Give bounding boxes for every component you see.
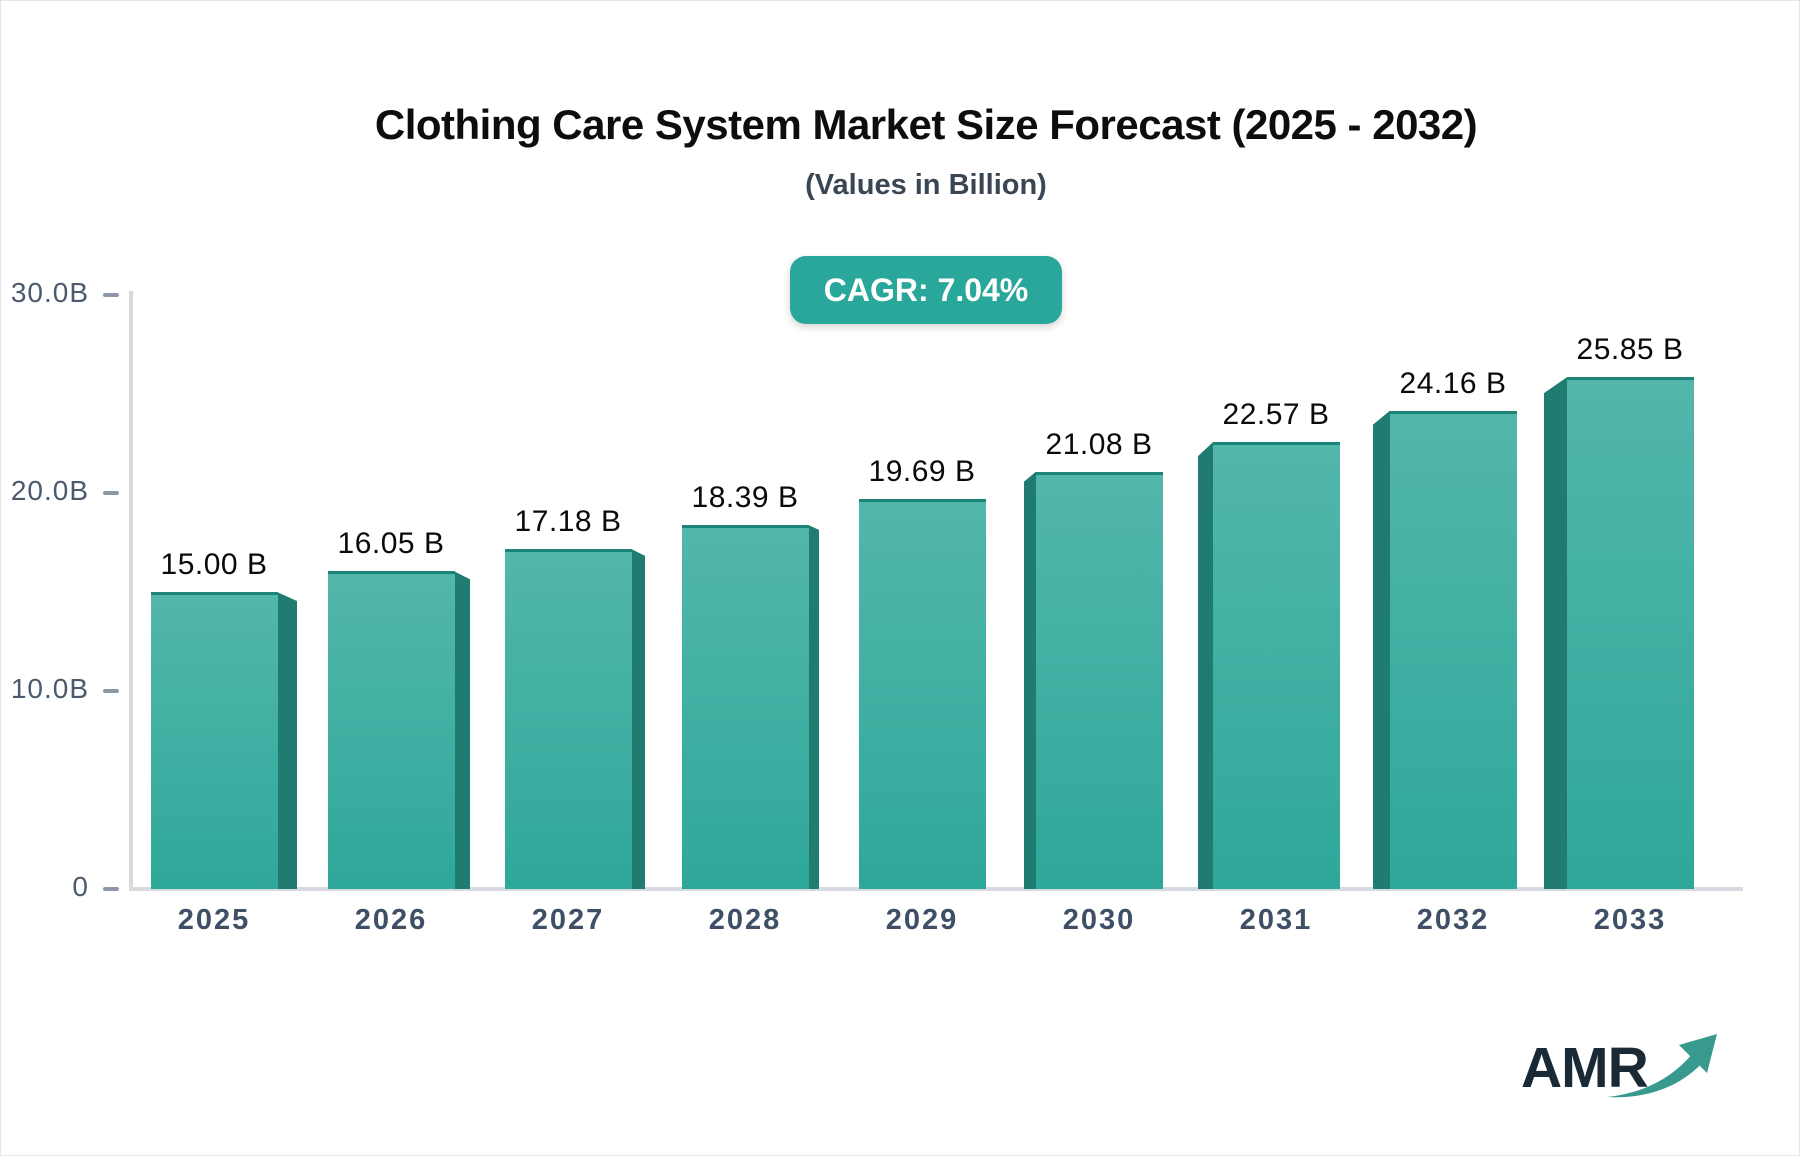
bar-side-face (1544, 377, 1567, 889)
bar-side-face (277, 592, 297, 889)
bar-side-face (1024, 471, 1036, 889)
bar-value-label: 21.08 B (1045, 427, 1153, 461)
bar-2026 (328, 571, 455, 889)
bar-2032 (1390, 410, 1517, 889)
bar-side-face (808, 524, 819, 889)
amr-logo-text: AMR (1521, 1036, 1648, 1100)
bar-2030 (1036, 471, 1163, 889)
amr-logo-arrowhead (1679, 1034, 1717, 1073)
y-axis-label: 0 (72, 871, 89, 902)
y-axis-label: 10.0B (10, 673, 89, 704)
x-axis-label-2028: 2028 (708, 904, 782, 936)
bar-side-face (1373, 410, 1390, 889)
bar-2033 (1567, 377, 1694, 889)
bar-value-label: 15.00 B (160, 548, 268, 581)
x-axis-line (129, 887, 1743, 891)
x-axis-label-2027: 2027 (531, 904, 605, 936)
chart-title: Clothing Care System Market Size Forecas… (374, 101, 1478, 148)
bar-value-label: 22.57 B (1222, 398, 1330, 432)
x-axis-label-2031: 2031 (1239, 904, 1313, 936)
bar-2031 (1213, 442, 1340, 889)
x-axis-label-2025: 2025 (177, 904, 251, 936)
y-axis-line (129, 291, 133, 891)
bar-value-label: 24.16 B (1399, 366, 1507, 400)
bar-value-label: 17.18 B (514, 504, 622, 538)
bar-value-label: 16.05 B (337, 527, 445, 561)
y-axis-label: 20.0B (10, 475, 89, 506)
bar-value-label: 25.85 B (1576, 333, 1684, 367)
bar-2027 (505, 548, 632, 889)
cagr-badge-label: CAGR: 7.04% (823, 271, 1029, 308)
x-axis-label-2030: 2030 (1062, 904, 1136, 936)
amr-logo: AMR (1521, 1034, 1717, 1100)
x-axis-label-2029: 2029 (885, 904, 959, 936)
x-axis-label-2032: 2032 (1416, 904, 1490, 936)
chart-subtitle: (Values in Billion) (805, 169, 1047, 201)
bar-2025 (151, 592, 278, 889)
y-axis-tick (103, 293, 119, 297)
y-axis-label: 30.0B (10, 277, 89, 308)
bar-value-label: 19.69 B (868, 455, 976, 489)
y-axis-tick (103, 689, 119, 693)
bar-2029 (859, 499, 986, 889)
x-axis-label-2026: 2026 (354, 904, 428, 936)
y-axis-tick (103, 887, 119, 891)
bar-side-face (631, 548, 645, 889)
cagr-badge: CAGR: 7.04% (790, 256, 1062, 324)
bar-side-face (454, 571, 470, 889)
bar-2028 (682, 524, 809, 889)
bar-side-face (1198, 442, 1213, 889)
y-axis-tick (103, 491, 119, 495)
x-axis-label-2033: 2033 (1593, 904, 1667, 936)
bar-value-label: 18.39 B (691, 480, 799, 514)
